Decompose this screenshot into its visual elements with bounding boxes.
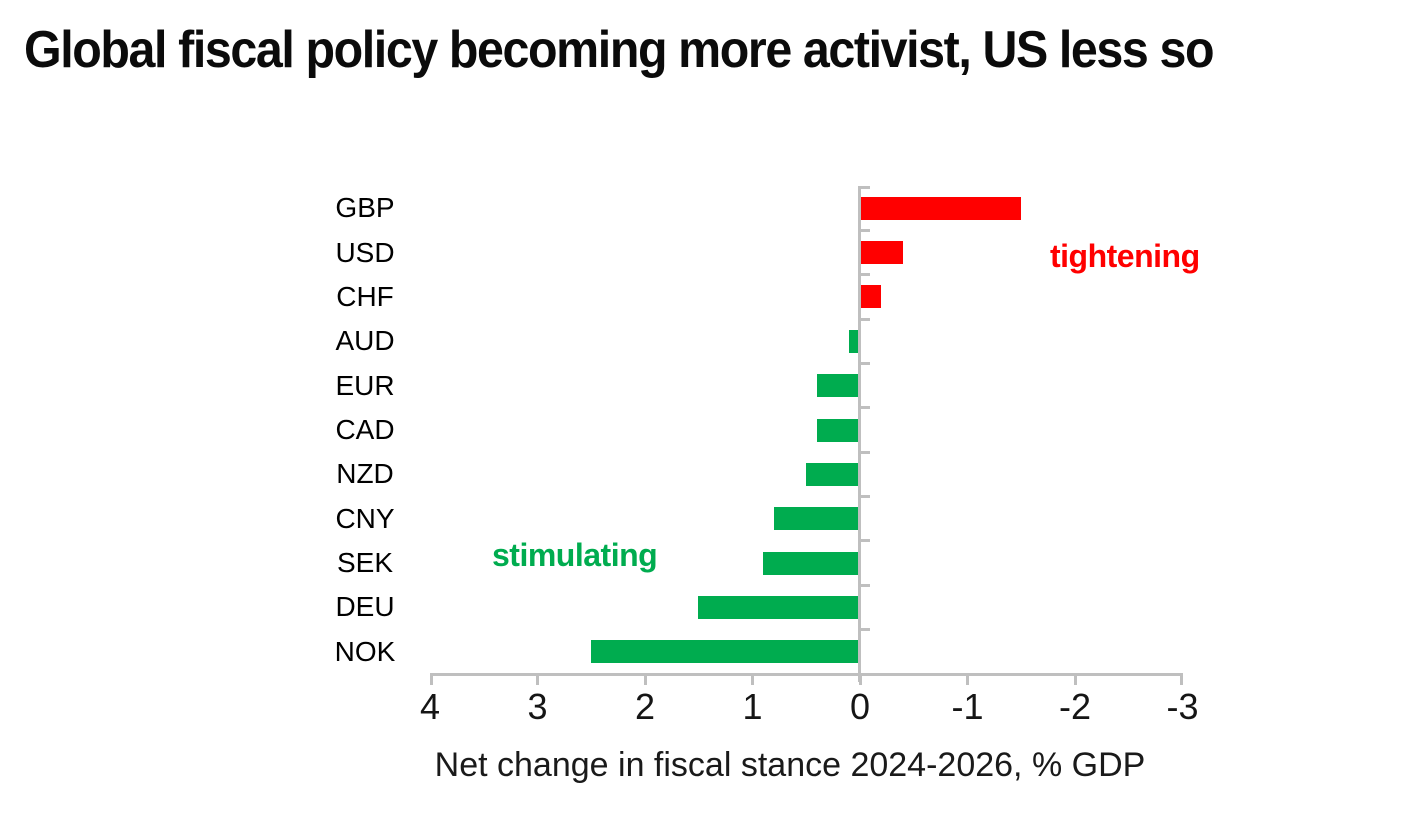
y-axis-tick	[861, 317, 870, 321]
bar-cny	[773, 507, 860, 531]
y-axis-tick	[861, 495, 870, 499]
category-label-nzd: NZD	[336, 458, 394, 490]
category-label-gbp: GBP	[335, 192, 395, 224]
category-label-usd: USD	[335, 236, 395, 268]
bar-usd	[859, 241, 903, 265]
y-axis-tick	[861, 583, 870, 587]
chart-title: Global fiscal policy becoming more activ…	[24, 21, 1215, 79]
bar-eur	[816, 374, 860, 398]
category-label-deu: DEU	[335, 591, 395, 623]
x-axis-tick	[430, 676, 433, 685]
bar-nzd	[805, 462, 860, 486]
category-label-eur: EUR	[335, 369, 395, 401]
x-tick-label-3: 3	[527, 686, 548, 727]
y-axis-tick	[861, 186, 870, 189]
category-label-sek: SEK	[336, 547, 394, 579]
category-label-aud: AUD	[335, 325, 395, 357]
x-axis-tick	[536, 676, 539, 685]
category-label-cad: CAD	[335, 414, 395, 445]
bar-gbp	[859, 196, 1021, 220]
x-axis-tick	[966, 676, 969, 685]
bar-aud	[848, 329, 860, 353]
x-tick-label--3: -3	[1166, 686, 1199, 727]
x-tick-label-2: 2	[634, 686, 656, 727]
bar-sek	[762, 551, 860, 575]
bar-deu	[698, 595, 860, 619]
x-tick-label--1: -1	[951, 686, 984, 727]
y-axis-tick	[861, 228, 870, 232]
x-tick-label--2: -2	[1058, 686, 1091, 727]
annotation-stimulating: stimulating	[492, 537, 658, 573]
x-tick-label-0: 0	[849, 686, 871, 727]
x-tick-label-4: 4	[419, 686, 441, 727]
x-axis-tick	[751, 676, 754, 685]
x-axis-tick	[643, 676, 647, 685]
y-axis-tick	[861, 273, 870, 277]
bar-cad	[816, 418, 860, 442]
y-axis-tick	[861, 361, 870, 365]
y-axis-tick	[861, 406, 870, 410]
y-axis-tick	[861, 450, 870, 454]
y-axis-line	[858, 186, 861, 682]
x-axis-title: Net change in fiscal stance 2024-2026, %…	[434, 746, 1146, 784]
bar-nok	[590, 640, 860, 664]
y-axis-tick	[861, 672, 870, 676]
x-tick-label-1: 1	[742, 686, 763, 727]
category-label-cny: CNY	[335, 502, 395, 534]
category-label-chf: CHF	[336, 280, 394, 312]
bar-chf	[859, 285, 881, 309]
x-axis-line	[430, 673, 1183, 676]
category-label-nok: NOK	[334, 635, 396, 667]
x-axis-tick	[1180, 676, 1183, 685]
y-axis-tick	[861, 628, 870, 632]
plot-area: GBP USD CHF AUD EUR CAD NZD CNY SEK DEU NOK 4 3 2 1 0 -1…	[335, 186, 1199, 725]
y-axis-tick	[861, 539, 870, 543]
x-axis-tick	[1073, 676, 1077, 685]
annotation-tightening: tightening	[1050, 238, 1200, 274]
